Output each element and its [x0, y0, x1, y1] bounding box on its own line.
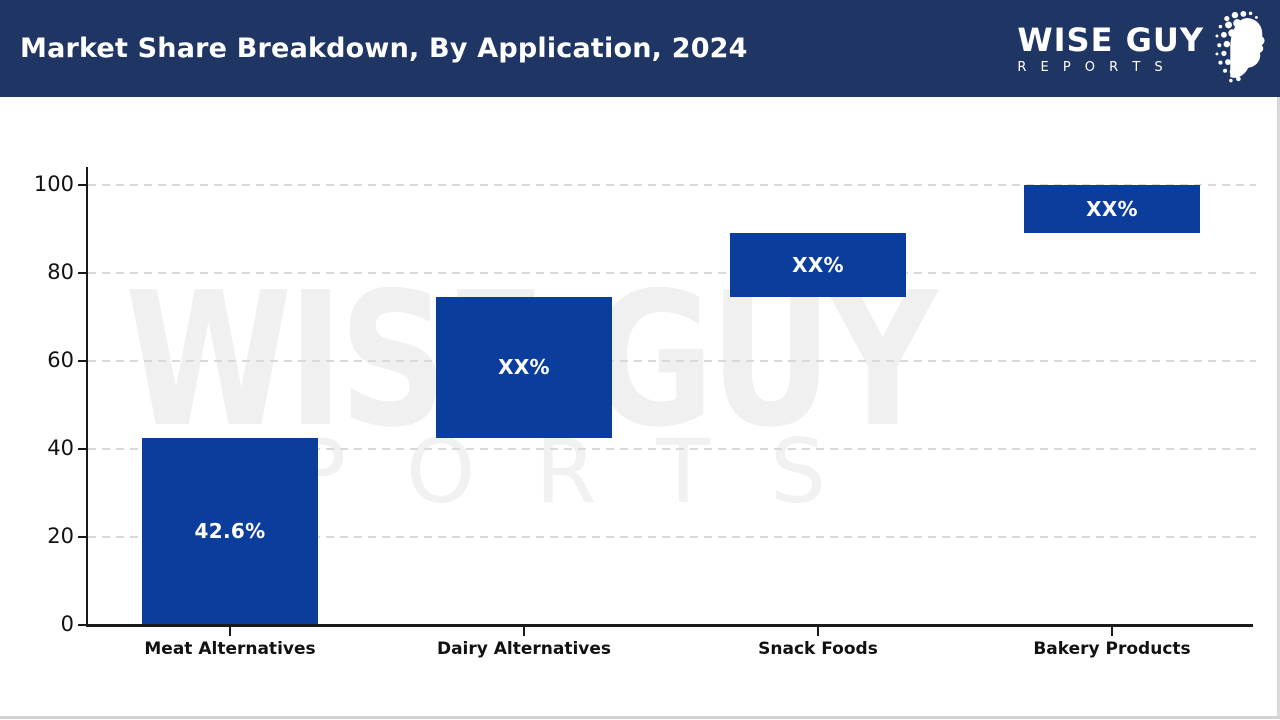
y-tick-mark	[78, 360, 87, 362]
y-tick-mark	[78, 624, 87, 626]
gridline-40	[88, 448, 1256, 450]
gridline-60	[88, 360, 1256, 362]
y-tick-mark	[78, 184, 87, 186]
gridline-20	[88, 536, 1256, 538]
x-category-label: Dairy Alternatives	[436, 639, 612, 659]
gridline-80	[88, 272, 1256, 274]
bar-bakery-products: XX%	[1024, 185, 1200, 233]
bar-dairy-alternatives: XX%	[436, 297, 612, 438]
page-bottom-rule	[0, 716, 1280, 719]
y-tick-mark	[78, 448, 87, 450]
x-category-label: Snack Foods	[758, 639, 878, 659]
y-tick-label: 100	[33, 172, 74, 196]
y-tick-label: 20	[47, 524, 74, 548]
bar-value-label: 42.6%	[194, 519, 266, 544]
y-tick-label: 80	[47, 260, 74, 284]
y-tick-label: 60	[47, 348, 74, 372]
header-band: Market Share Breakdown, By Application, …	[0, 0, 1280, 97]
y-tick-mark	[78, 272, 87, 274]
y-tick-label: 40	[47, 436, 74, 460]
watermark-subtitle: P O R T S	[293, 420, 842, 523]
x-category-label: Meat Alternatives	[144, 639, 316, 659]
y-tick-label: 0	[60, 612, 74, 636]
brand-logo: WISE GUY R E P O R T S	[1017, 8, 1268, 90]
bar-value-label: XX%	[792, 252, 844, 277]
dotted-head-logo-icon	[1215, 11, 1265, 83]
y-axis-line	[86, 167, 88, 627]
bar-value-label: XX%	[498, 355, 550, 380]
bar-meat-alternatives: 42.6%	[142, 437, 318, 625]
x-tick-mark	[817, 627, 819, 636]
watermark-dotted-head	[945, 206, 1215, 599]
brand-logo-text: WISE GUY R E P O R T S	[1017, 21, 1204, 75]
x-tick-mark	[523, 627, 525, 636]
x-tick-mark	[1111, 627, 1113, 636]
x-tick-mark	[229, 627, 231, 636]
x-category-label: Bakery Products	[1033, 639, 1191, 659]
gridline-100	[88, 184, 1256, 186]
x-axis-line	[86, 624, 1253, 627]
y-tick-mark	[78, 536, 87, 538]
brand-subtitle: R E P O R T S	[1017, 59, 1168, 75]
page-title: Market Share Breakdown, By Application, …	[20, 33, 748, 64]
page-right-rule	[1277, 97, 1280, 717]
bar-snack-foods: XX%	[730, 232, 906, 298]
bar-value-label: XX%	[1086, 196, 1138, 221]
brand-name: WISE GUY	[1017, 21, 1204, 60]
